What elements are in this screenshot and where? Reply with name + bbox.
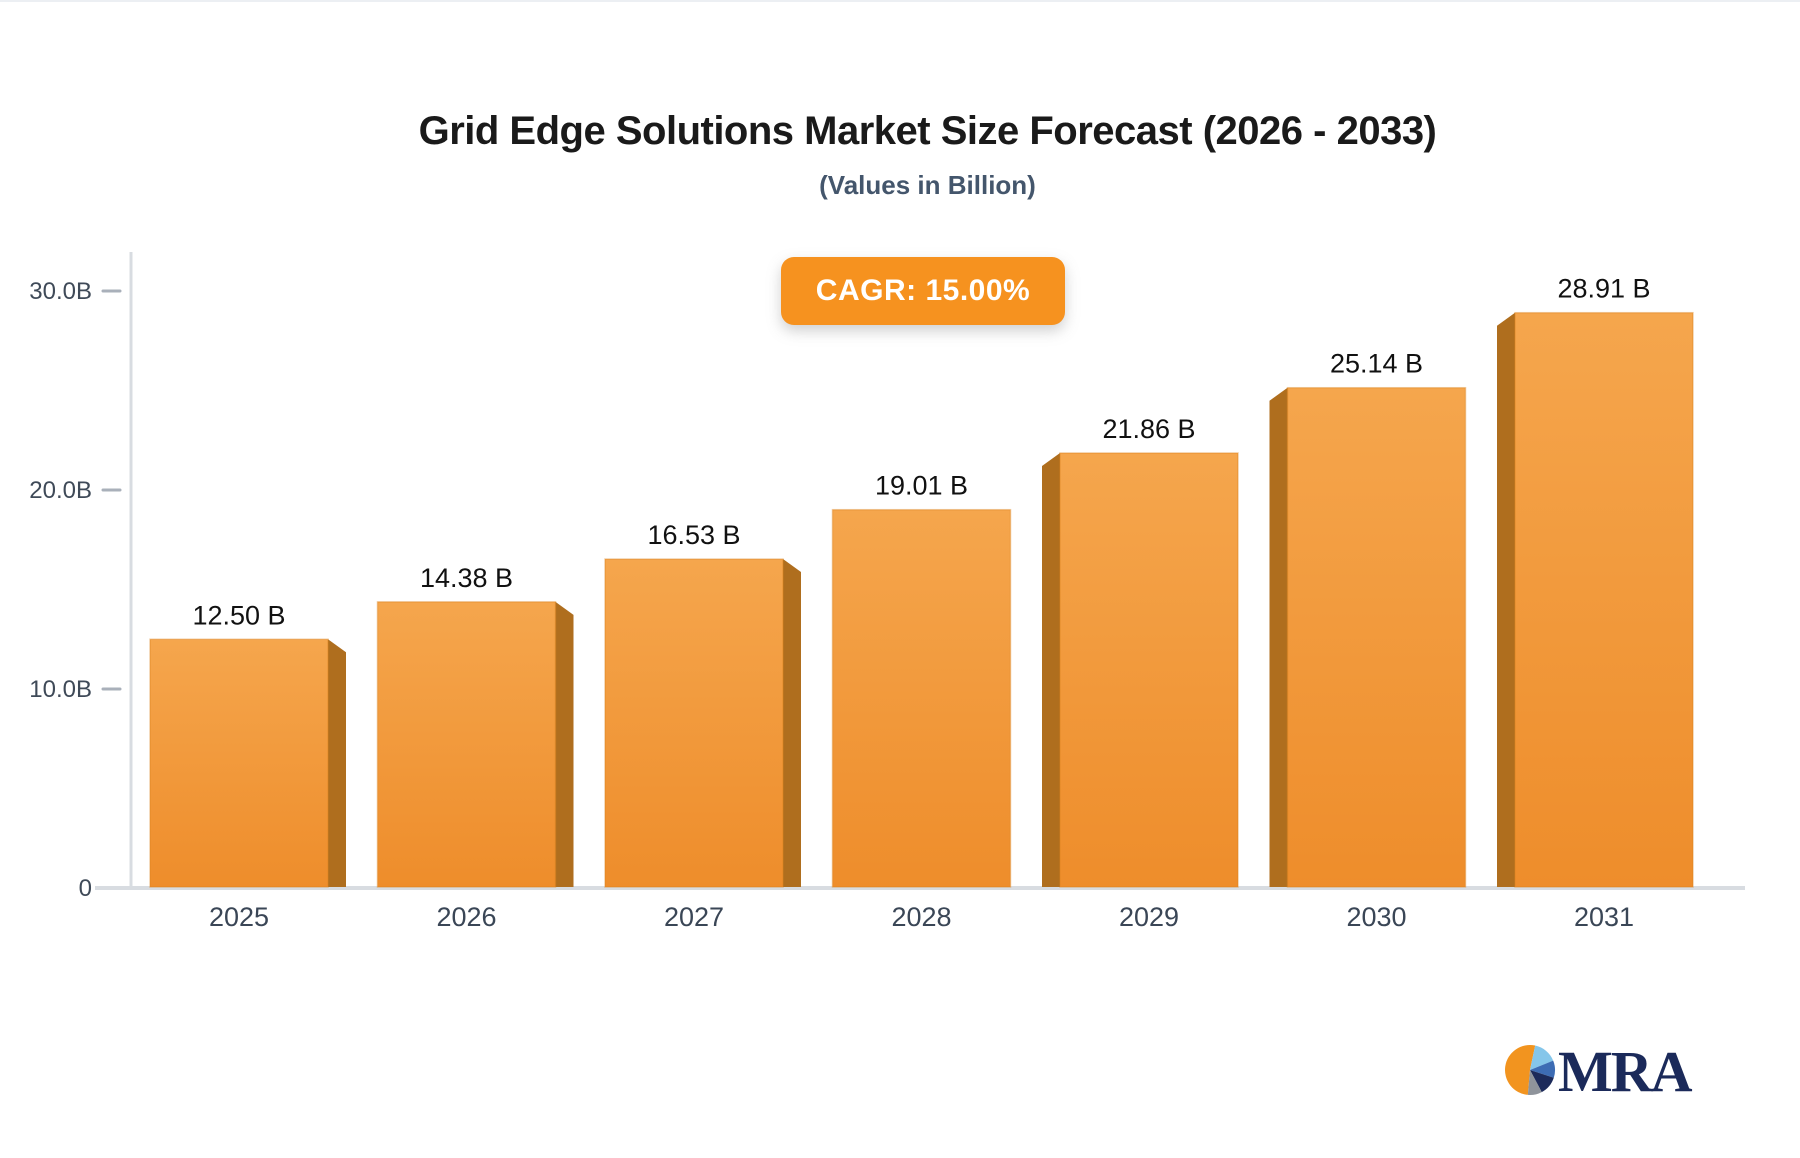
pie-chart-logo-icon (1504, 1044, 1556, 1101)
bar-3d-side (328, 639, 346, 887)
bar-2025 (149, 638, 329, 888)
bar-3d-side (1269, 387, 1288, 887)
brand-logo-text: MRA (1558, 1039, 1693, 1104)
bar-2026 (376, 601, 557, 888)
bar-2029 (1059, 452, 1239, 888)
pie-logo-slice (1530, 1060, 1555, 1078)
x-axis-label: 2026 (436, 902, 496, 932)
bar-2030 (1286, 386, 1467, 888)
x-axis-label: 2030 (1346, 902, 1406, 932)
bar-3d-side (783, 559, 801, 887)
bar-3d-side (1497, 312, 1515, 887)
bar-3d-side (555, 601, 574, 887)
y-axis-label: 20.0B (29, 477, 92, 504)
bar-value-label: 12.50 B (192, 600, 285, 630)
pie-logo-slice (1530, 1069, 1554, 1092)
bar-value-label: 19.01 B (875, 471, 968, 501)
bar-2031 (1514, 311, 1694, 888)
bar-value-label: 14.38 B (420, 563, 513, 593)
bar-value-label: 16.53 B (647, 520, 740, 550)
y-axis-label: 10.0B (29, 676, 92, 703)
x-axis-label: 2027 (664, 902, 724, 932)
bar-value-label: 25.14 B (1330, 349, 1423, 379)
pie-logo-slice (1530, 1045, 1554, 1070)
bar-value-label: 21.86 B (1102, 414, 1195, 444)
x-axis-label: 2028 (891, 902, 951, 932)
pie-logo-slice (1527, 1069, 1542, 1095)
x-axis-label: 2025 (209, 902, 269, 932)
x-axis-label: 2031 (1574, 902, 1634, 932)
brand-logo: MRA (1504, 1039, 1693, 1104)
chart-title: Grid Edge Solutions Market Size Forecast… (418, 109, 1437, 153)
x-axis-label: 2029 (1119, 902, 1179, 932)
chart-subtitle: (Values in Billion) (819, 170, 1036, 200)
bar-value-label: 28.91 B (1557, 274, 1650, 304)
bar-3d-side (1042, 452, 1060, 887)
pie-logo-slice (1505, 1044, 1536, 1095)
cagr-badge: CAGR: 15.00% (781, 257, 1065, 325)
y-axis-label: 0 (79, 875, 92, 902)
y-axis-label: 30.0B (29, 278, 92, 305)
pie-logo-svg (1505, 1044, 1555, 1095)
bar-2027 (604, 558, 784, 888)
cagr-badge-label: CAGR: 15.00% (815, 274, 1031, 307)
bar-2028 (831, 508, 1012, 888)
